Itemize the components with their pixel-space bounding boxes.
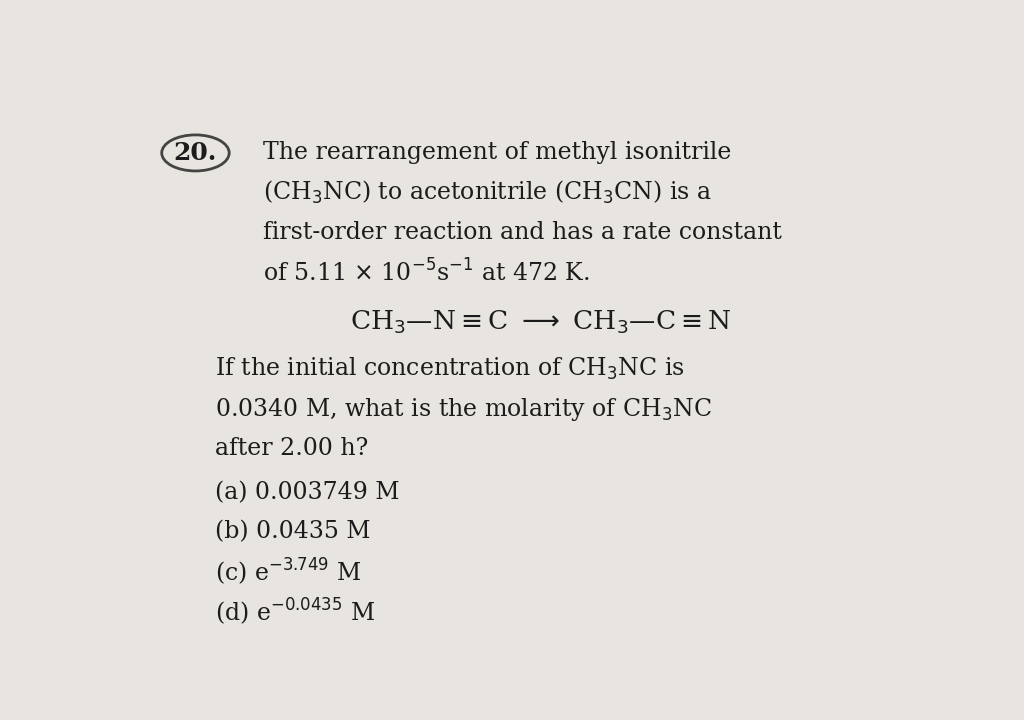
Text: after 2.00 h?: after 2.00 h? xyxy=(215,438,369,461)
Text: 0.0340 M, what is the molarity of CH$_3$NC: 0.0340 M, what is the molarity of CH$_3$… xyxy=(215,395,712,423)
Text: The rearrangement of methyl isonitrile: The rearrangement of methyl isonitrile xyxy=(263,141,731,164)
Text: (CH$_3$NC) to acetonitrile (CH$_3$CN) is a: (CH$_3$NC) to acetonitrile (CH$_3$CN) is… xyxy=(263,179,712,207)
Text: If the initial concentration of CH$_3$NC is: If the initial concentration of CH$_3$NC… xyxy=(215,356,685,382)
Text: (a) 0.003749 M: (a) 0.003749 M xyxy=(215,481,400,504)
Text: (d) e$^{-0.0435}$ M: (d) e$^{-0.0435}$ M xyxy=(215,597,376,627)
Text: 20.: 20. xyxy=(174,141,217,165)
Text: first-order reaction and has a rate constant: first-order reaction and has a rate cons… xyxy=(263,221,781,244)
Text: (c) e$^{-3.749}$ M: (c) e$^{-3.749}$ M xyxy=(215,557,361,588)
Text: CH$_3$—N$\equiv$C $\longrightarrow$ CH$_3$—C$\equiv$N: CH$_3$—N$\equiv$C $\longrightarrow$ CH$_… xyxy=(350,308,731,336)
Text: of 5.11 $\times$ 10$^{-5}$s$^{-1}$ at 472 K.: of 5.11 $\times$ 10$^{-5}$s$^{-1}$ at 47… xyxy=(263,259,590,287)
Text: (b) 0.0435 M: (b) 0.0435 M xyxy=(215,521,371,544)
